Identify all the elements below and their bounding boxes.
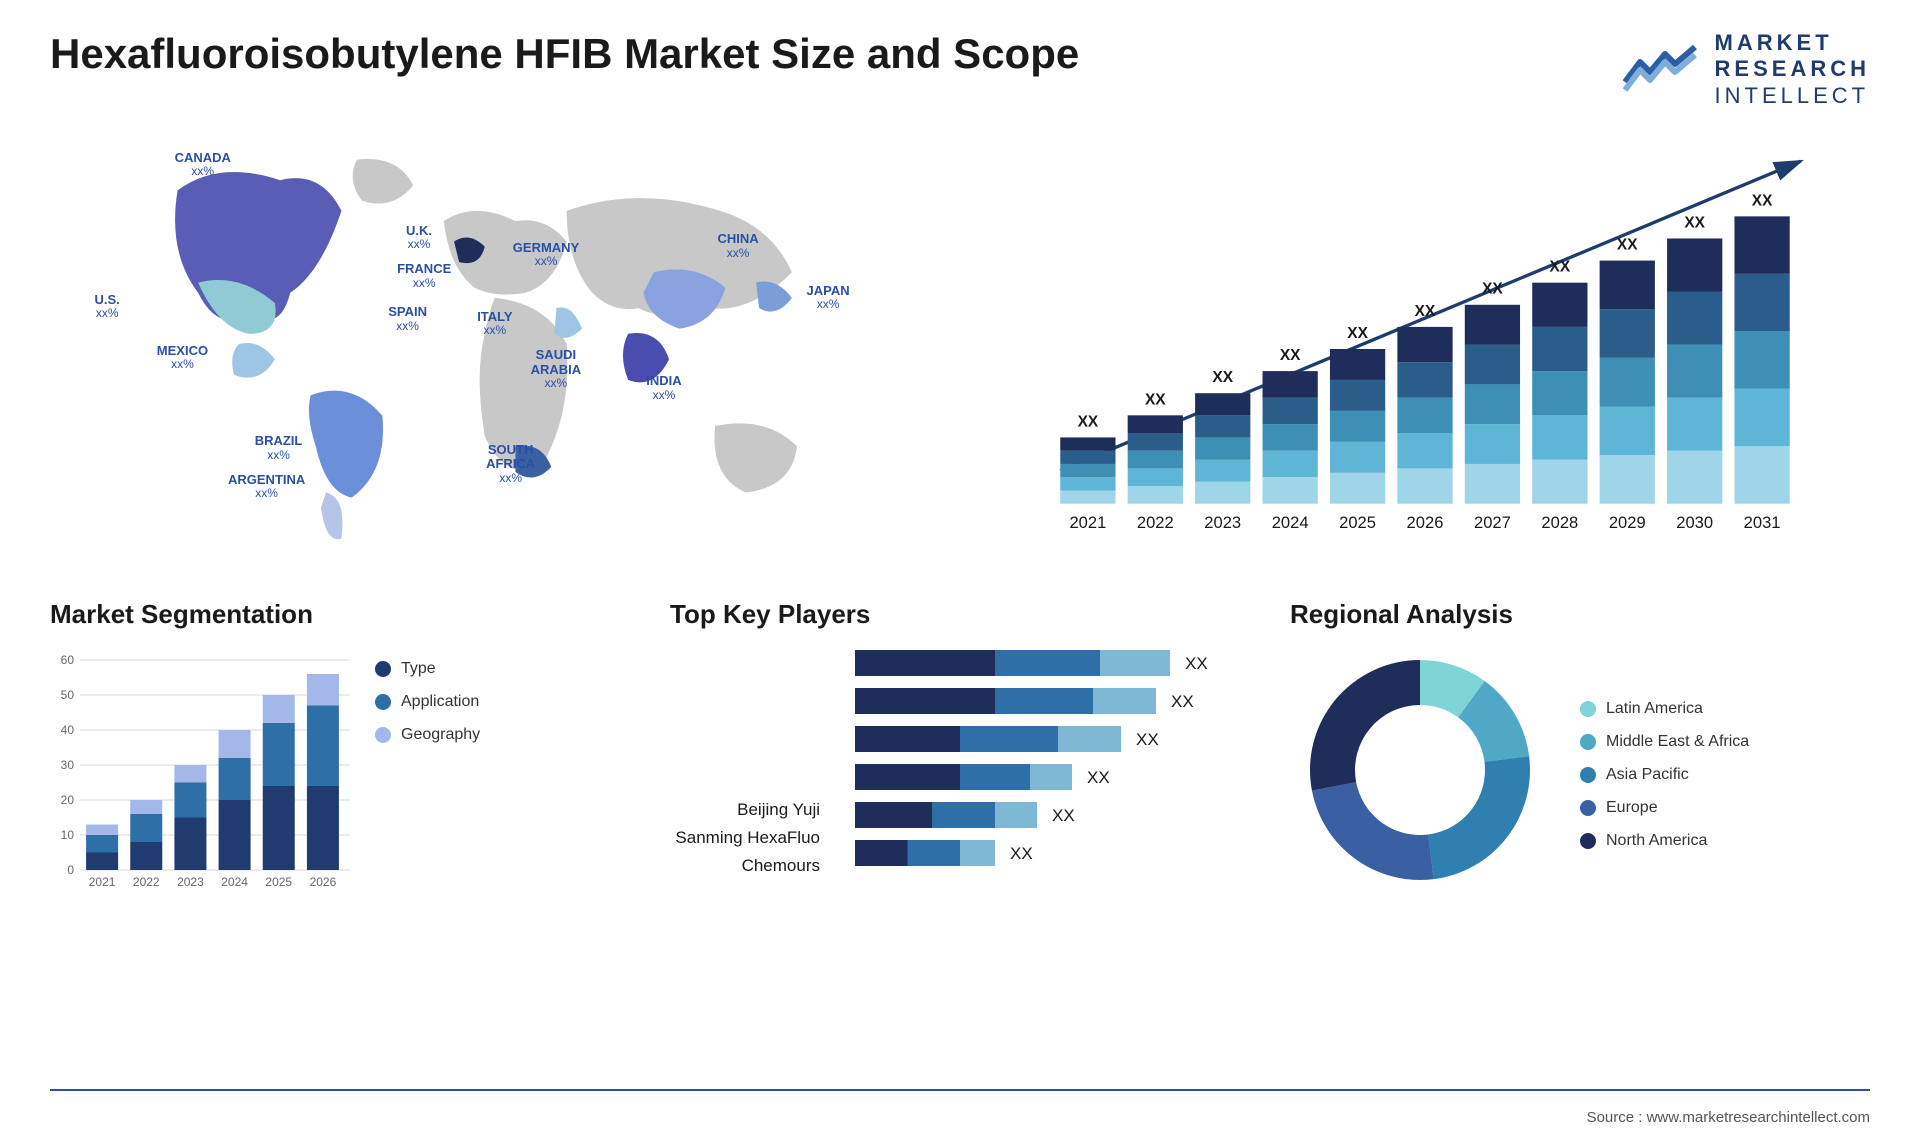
svg-text:2029: 2029 xyxy=(1609,513,1646,532)
svg-text:XX: XX xyxy=(1087,768,1110,787)
logo-mark-icon xyxy=(1620,42,1700,97)
svg-text:XX: XX xyxy=(1212,369,1233,386)
svg-text:XX: XX xyxy=(1185,654,1208,673)
segmentation-chart: 0 10 20 30 40 50 60 2021 2022 2023 2024 2025 2026 xyxy=(50,650,350,890)
map-label: ARGENTINAxx% xyxy=(228,473,305,500)
svg-text:10: 10 xyxy=(61,828,75,842)
map-label: U.K.xx% xyxy=(406,224,432,251)
player-name: Beijing Yuji xyxy=(670,800,820,820)
legend-item: Geography xyxy=(375,726,480,744)
svg-text:XX: XX xyxy=(1010,844,1033,863)
legend-item: Middle East & Africa xyxy=(1580,733,1749,751)
svg-text:40: 40 xyxy=(61,723,75,737)
player-name: Chemours xyxy=(670,856,820,876)
map-label: CANADAxx% xyxy=(175,151,231,178)
legend-item: Latin America xyxy=(1580,700,1749,718)
legend-item: Application xyxy=(375,693,480,711)
map-label: SOUTHAFRICAxx% xyxy=(486,443,535,485)
svg-text:50: 50 xyxy=(61,688,75,702)
page-title: Hexafluoroisobutylene HFIB Market Size a… xyxy=(50,30,1079,78)
world-map: CANADAxx% U.S.xx% MEXICOxx% BRAZILxx% ARGENT… xyxy=(50,129,940,559)
svg-text:2023: 2023 xyxy=(177,875,204,889)
footer-divider xyxy=(50,1089,1870,1091)
svg-text:20: 20 xyxy=(61,793,75,807)
legend-item: Asia Pacific xyxy=(1580,766,1749,784)
svg-text:XX: XX xyxy=(1684,215,1705,232)
map-label: ITALYxx% xyxy=(477,310,512,337)
regional-title: Regional Analysis xyxy=(1290,599,1870,630)
svg-text:XX: XX xyxy=(1145,391,1166,408)
svg-text:XX: XX xyxy=(1280,347,1301,364)
map-label: INDIAxx% xyxy=(646,374,681,401)
svg-text:2030: 2030 xyxy=(1676,513,1713,532)
svg-text:2021: 2021 xyxy=(89,875,116,889)
logo-line1: MARKET xyxy=(1715,30,1833,55)
svg-text:XX: XX xyxy=(1415,303,1436,320)
players-list: Beijing Yuji Sanming HexaFluo Chemours xyxy=(670,800,820,880)
segmentation-legend: Type Application Geography xyxy=(375,660,480,744)
legend-item: Type xyxy=(375,660,480,678)
svg-text:XX: XX xyxy=(1078,414,1099,431)
regional-panel: Regional Analysis Latin America Middle Ea… xyxy=(1290,599,1870,890)
logo-line3: INTELLECT xyxy=(1715,83,1870,109)
svg-text:0: 0 xyxy=(67,863,74,877)
svg-text:2024: 2024 xyxy=(221,875,248,889)
brand-logo: MARKET RESEARCH INTELLECT xyxy=(1620,30,1870,109)
svg-text:2025: 2025 xyxy=(1339,513,1376,532)
map-label: U.S.xx% xyxy=(95,293,120,320)
legend-item: North America xyxy=(1580,832,1749,850)
svg-text:XX: XX xyxy=(1482,281,1503,298)
legend-item: Europe xyxy=(1580,799,1749,817)
svg-text:2024: 2024 xyxy=(1272,513,1309,532)
svg-text:XX: XX xyxy=(1617,237,1638,254)
svg-text:XX: XX xyxy=(1136,730,1159,749)
map-label: SPAINxx% xyxy=(388,305,427,332)
svg-text:2031: 2031 xyxy=(1744,513,1781,532)
map-label: SAUDIARABIAxx% xyxy=(531,348,582,390)
players-title: Top Key Players xyxy=(670,599,1250,630)
svg-text:60: 60 xyxy=(61,653,75,667)
svg-text:2023: 2023 xyxy=(1204,513,1241,532)
svg-text:XX: XX xyxy=(1171,692,1194,711)
logo-text: MARKET RESEARCH INTELLECT xyxy=(1715,30,1870,109)
map-label: JAPANxx% xyxy=(807,284,850,311)
regional-donut xyxy=(1290,650,1550,890)
segmentation-panel: Market Segmentation 0 10 20 30 40 50 60 2021 202… xyxy=(50,599,630,890)
map-label: FRANCExx% xyxy=(397,262,451,289)
svg-text:2026: 2026 xyxy=(1407,513,1444,532)
svg-text:2021: 2021 xyxy=(1069,513,1106,532)
forecast-chart: XX 2021 XX 2022 XX 2023 XX 2024 XX 2025 XX 2026 XX 20… xyxy=(980,129,1870,559)
map-label: BRAZILxx% xyxy=(255,434,303,461)
logo-line2: RESEARCH xyxy=(1715,56,1870,81)
map-label: CHINAxx% xyxy=(718,232,759,259)
svg-text:2022: 2022 xyxy=(1137,513,1174,532)
segmentation-title: Market Segmentation xyxy=(50,599,630,630)
svg-text:2025: 2025 xyxy=(265,875,292,889)
map-label: GERMANYxx% xyxy=(513,241,579,268)
svg-text:30: 30 xyxy=(61,758,75,772)
source-text: Source : www.marketresearchintellect.com xyxy=(1587,1109,1870,1126)
svg-text:2022: 2022 xyxy=(133,875,160,889)
svg-text:2028: 2028 xyxy=(1541,513,1578,532)
player-name: Sanming HexaFluo xyxy=(670,828,820,848)
svg-text:XX: XX xyxy=(1550,259,1571,276)
svg-text:XX: XX xyxy=(1347,325,1368,342)
players-panel: Top Key Players Beijing Yuji Sanming Hexa… xyxy=(670,599,1250,890)
svg-text:2027: 2027 xyxy=(1474,513,1511,532)
svg-text:XX: XX xyxy=(1052,806,1075,825)
players-chart: XX XX XX XX XX XX xyxy=(840,650,1250,880)
svg-text:2026: 2026 xyxy=(310,875,337,889)
svg-text:XX: XX xyxy=(1752,192,1773,209)
regional-legend: Latin America Middle East & Africa Asia Pa… xyxy=(1580,700,1749,850)
map-label: MEXICOxx% xyxy=(157,344,208,371)
